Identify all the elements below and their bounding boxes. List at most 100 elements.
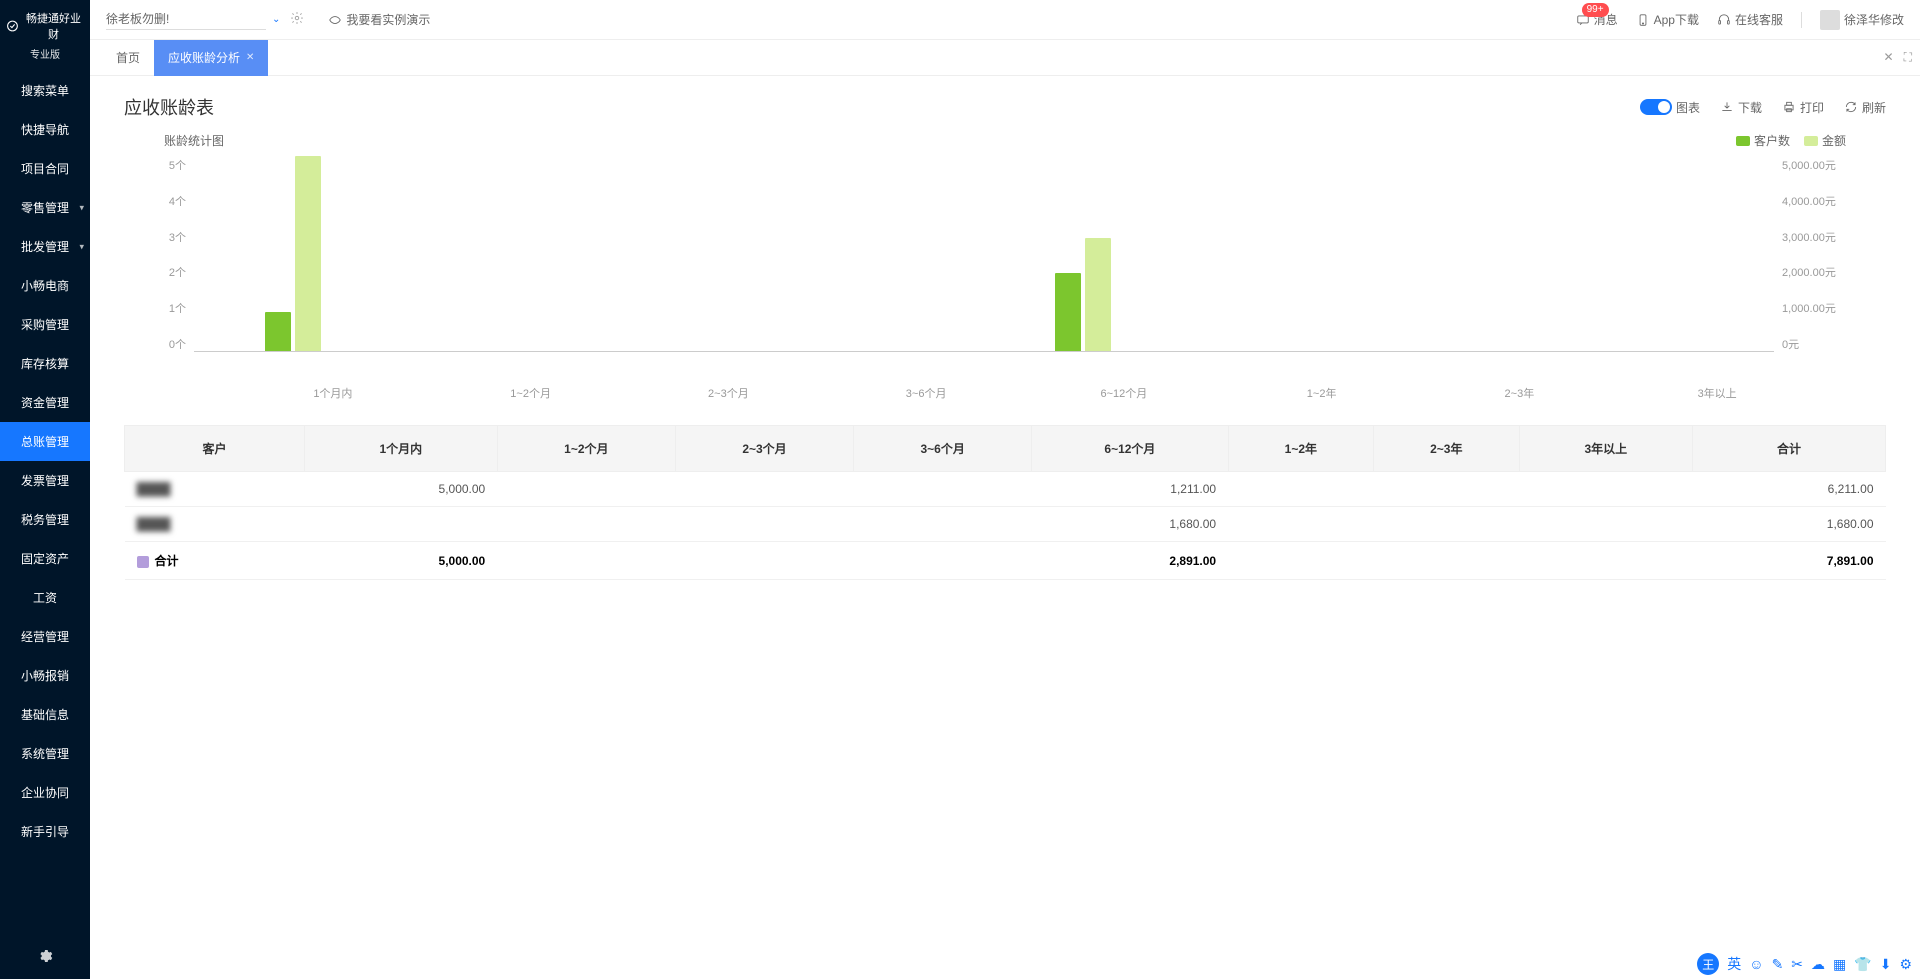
- messages-button[interactable]: 99+ 消息: [1576, 11, 1618, 28]
- table-header: 合计: [1693, 426, 1886, 472]
- nav-item-9[interactable]: 总账管理: [0, 422, 90, 461]
- legend-item: 客户数: [1736, 132, 1790, 149]
- tab-0[interactable]: 首页: [102, 40, 154, 76]
- table-header: 1~2年: [1228, 426, 1373, 472]
- ime-badge[interactable]: 王: [1697, 953, 1719, 975]
- avatar: [1820, 10, 1840, 30]
- chart-category: [194, 157, 392, 351]
- bar-amount: [295, 156, 321, 351]
- tab-close-all-icon[interactable]: ✕: [1884, 50, 1894, 65]
- app-download-button[interactable]: App下载: [1636, 11, 1699, 28]
- x-axis: 1个月内1~2个月2~3个月3~6个月6~12个月1~2年2~3年3年以上: [124, 379, 1886, 401]
- download-icon: [1720, 100, 1734, 114]
- table-header: 3~6个月: [854, 426, 1032, 472]
- chart-category: [787, 157, 985, 351]
- bar-customers: [265, 312, 291, 351]
- nav-item-15[interactable]: 小畅报销: [0, 656, 90, 695]
- nav-item-18[interactable]: 企业协同: [0, 773, 90, 812]
- messages-badge: 99+: [1582, 3, 1609, 17]
- nav-item-5[interactable]: 小畅电商: [0, 266, 90, 305]
- account-selector[interactable]: 徐老板勿删! ⌄: [106, 10, 280, 30]
- headset-icon: [1717, 13, 1731, 27]
- nav-item-19[interactable]: 新手引导: [0, 812, 90, 851]
- table-header: 2~3年: [1374, 426, 1519, 472]
- bar-customers: [1055, 273, 1081, 351]
- mobile-icon: [1636, 13, 1650, 27]
- nav-item-8[interactable]: 资金管理: [0, 383, 90, 422]
- table-total-row: 合计5,000.002,891.007,891.00: [125, 542, 1886, 580]
- brand-logo: 畅捷通好业财 专业版: [0, 0, 90, 71]
- tab-fullscreen-icon[interactable]: ⛶: [1904, 50, 1912, 65]
- user-name: 徐泽华修改: [1844, 11, 1904, 28]
- chevron-down-icon: ⌄: [272, 14, 280, 25]
- y-axis-left: 5个4个3个2个1个0个: [164, 157, 194, 352]
- table-header: 3年以上: [1519, 426, 1693, 472]
- tabs: 首页应收账龄分析✕ ✕ ⛶: [90, 40, 1920, 76]
- nav-item-12[interactable]: 固定资产: [0, 539, 90, 578]
- chart: 账龄统计图 客户数金额 5个4个3个2个1个0个 5,000.00元4,000.…: [124, 132, 1886, 401]
- nav-item-17[interactable]: 系统管理: [0, 734, 90, 773]
- demo-icon: [328, 13, 342, 27]
- tb-icon-5[interactable]: ▦: [1833, 956, 1846, 973]
- nav-item-0[interactable]: 搜索菜单: [0, 71, 90, 110]
- tb-icon-2[interactable]: ✎: [1772, 956, 1784, 973]
- sidebar: 畅捷通好业财 专业版 搜索菜单快捷导航项目合同零售管理批发管理小畅电商采购管理库…: [0, 0, 90, 979]
- nav-item-3[interactable]: 零售管理: [0, 188, 90, 227]
- ime-lang[interactable]: 英: [1727, 954, 1741, 974]
- tab-1[interactable]: 应收账龄分析✕: [154, 40, 268, 76]
- brand-name: 畅捷通好业财: [23, 10, 84, 42]
- chart-category: [1182, 157, 1380, 351]
- chart-category: [1577, 157, 1775, 351]
- data-table: 客户1个月内1~2个月2~3个月3~6个月6~12个月1~2年2~3年3年以上合…: [124, 425, 1886, 580]
- nav-item-14[interactable]: 经营管理: [0, 617, 90, 656]
- nav-item-7[interactable]: 库存核算: [0, 344, 90, 383]
- nav-item-16[interactable]: 基础信息: [0, 695, 90, 734]
- nav-menu: 搜索菜单快捷导航项目合同零售管理批发管理小畅电商采购管理库存核算资金管理总账管理…: [0, 71, 90, 936]
- os-toolbar: 王 英 ☺ ✎ ✂ ☁ ▦ 👕 ⬇ ⚙: [1697, 953, 1912, 975]
- total-icon: [137, 556, 149, 568]
- nav-item-6[interactable]: 采购管理: [0, 305, 90, 344]
- nav-item-1[interactable]: 快捷导航: [0, 110, 90, 149]
- tb-icon-7[interactable]: ⬇: [1880, 956, 1892, 973]
- main: 徐老板勿删! ⌄ 我要看实例演示 99+ 消息 App下载: [90, 0, 1920, 979]
- settings-icon[interactable]: [37, 948, 53, 964]
- nav-item-10[interactable]: 发票管理: [0, 461, 90, 500]
- account-name: 徐老板勿删!: [106, 10, 266, 30]
- topbar: 徐老板勿删! ⌄ 我要看实例演示 99+ 消息 App下载: [90, 0, 1920, 40]
- tb-icon-4[interactable]: ☁: [1811, 956, 1825, 973]
- print-icon: [1782, 100, 1796, 114]
- table-row: ████5,000.001,211.006,211.00: [125, 472, 1886, 507]
- chart-category: [984, 157, 1182, 351]
- refresh-button[interactable]: 刷新: [1844, 99, 1886, 116]
- print-button[interactable]: 打印: [1782, 99, 1824, 116]
- chart-toggle[interactable]: 图表: [1640, 99, 1700, 116]
- chart-plot: [194, 157, 1774, 352]
- table-header: 1~2个月: [497, 426, 675, 472]
- tab-close-icon[interactable]: ✕: [246, 40, 254, 76]
- download-button[interactable]: 下载: [1720, 99, 1762, 116]
- chart-category: [589, 157, 787, 351]
- tb-icon-6[interactable]: 👕: [1854, 956, 1871, 973]
- brand-edition: 专业版: [6, 46, 84, 61]
- nav-item-13[interactable]: 工资: [0, 578, 90, 617]
- table-header: 1个月内: [304, 426, 497, 472]
- refresh-icon: [1844, 100, 1858, 114]
- toggle-switch[interactable]: [1640, 99, 1672, 115]
- nav-item-2[interactable]: 项目合同: [0, 149, 90, 188]
- tb-icon-3[interactable]: ✂: [1791, 956, 1803, 973]
- content: 应收账龄表 图表 下载 打印: [90, 76, 1920, 979]
- legend-item: 金额: [1804, 132, 1846, 149]
- tb-icon-1[interactable]: ☺: [1749, 956, 1763, 972]
- chart-category: [392, 157, 590, 351]
- nav-item-11[interactable]: 税务管理: [0, 500, 90, 539]
- user-menu[interactable]: 徐泽华修改: [1820, 10, 1904, 30]
- y-axis-right: 5,000.00元4,000.00元3,000.00元2,000.00元1,00…: [1774, 157, 1846, 352]
- table-header: 2~3个月: [675, 426, 853, 472]
- chart-category: [1379, 157, 1577, 351]
- nav-item-4[interactable]: 批发管理: [0, 227, 90, 266]
- tb-icon-8[interactable]: ⚙: [1899, 956, 1912, 973]
- account-settings-icon[interactable]: [290, 11, 304, 28]
- support-button[interactable]: 在线客服: [1717, 11, 1783, 28]
- table-header: 客户: [125, 426, 305, 472]
- demo-link[interactable]: 我要看实例演示: [328, 11, 430, 28]
